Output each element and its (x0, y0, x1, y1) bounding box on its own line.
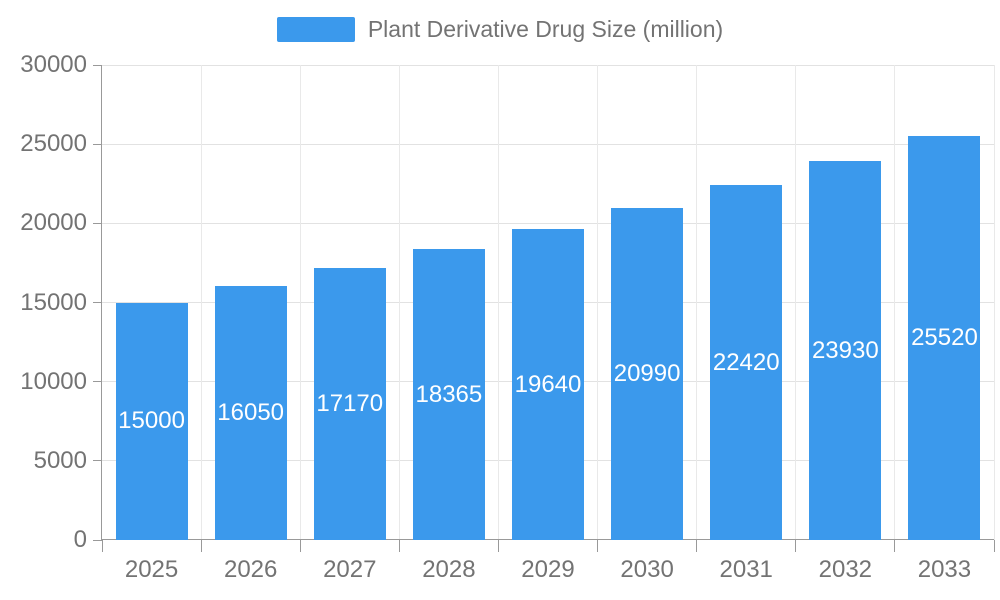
y-axis-label: 30000 (20, 51, 87, 78)
bar[interactable]: 17170 (313, 268, 386, 540)
x-axis-tick (993, 540, 995, 552)
bar[interactable]: 20990 (611, 207, 684, 540)
x-gridline (497, 65, 499, 540)
bar[interactable]: 19640 (512, 229, 584, 540)
y-axis-label: 10000 (20, 367, 87, 395)
y-axis-label: 0 (73, 526, 87, 553)
plot-area: 0 5000 10000 15000 20000 25000 30000 15000 2025 1… (20, 51, 995, 583)
x-gridline (200, 65, 202, 540)
bar-value-label: 20990 (613, 359, 681, 387)
x-axis-label: 2027 (323, 556, 377, 583)
bar-value-label: 15000 (118, 407, 185, 435)
y-axis-tick (93, 64, 102, 66)
y-axis-tick (93, 222, 102, 224)
x-axis-tick (299, 540, 301, 552)
x-axis-label: 2026 (223, 556, 278, 583)
y-axis-tick (93, 143, 102, 145)
y-axis-line (101, 65, 102, 540)
x-axis-tick (497, 540, 499, 552)
y-axis-tick (93, 539, 102, 541)
legend-swatch-icon (276, 17, 355, 42)
y-axis-label: 20000 (20, 209, 87, 237)
bar[interactable]: 25520 (908, 135, 981, 540)
x-axis-label: 2033 (917, 556, 972, 583)
y-gridline (102, 143, 994, 145)
x-gridline (894, 65, 896, 540)
bar[interactable]: 16050 (214, 285, 287, 540)
bar[interactable]: 15000 (115, 302, 188, 540)
x-axis-tick (200, 540, 202, 552)
x-gridline (993, 65, 995, 540)
x-axis-label: 2029 (521, 556, 575, 583)
x-axis-tick (597, 540, 599, 552)
x-gridline (696, 65, 698, 540)
legend-item[interactable]: Plant Derivative Drug Size (million) (0, 16, 1000, 43)
y-axis-tick (93, 460, 102, 462)
legend-label: Plant Derivative Drug Size (million) (367, 16, 724, 42)
x-axis-label: 2025 (124, 556, 179, 583)
x-gridline (299, 65, 301, 540)
x-axis-label: 2031 (719, 556, 773, 583)
x-gridline (398, 65, 400, 540)
bar-value-label: 16050 (217, 398, 285, 426)
y-axis-tick (93, 381, 102, 383)
x-axis-label: 2028 (422, 556, 476, 583)
bar[interactable]: 22420 (710, 185, 783, 540)
y-axis-tick (93, 302, 102, 303)
bar-value-label: 17170 (316, 390, 384, 418)
x-gridline (795, 65, 797, 540)
x-axis-tick (101, 540, 103, 552)
bar-value-label: 19640 (514, 370, 582, 398)
bar-value-label: 25520 (911, 323, 978, 351)
x-axis-tick (398, 540, 400, 552)
x-axis-label: 2030 (620, 556, 674, 583)
x-axis-label: 2032 (818, 556, 873, 583)
x-gridline (597, 65, 599, 540)
bar-value-label: 18365 (415, 380, 483, 408)
x-axis-tick (795, 540, 797, 552)
y-axis-label: 15000 (20, 288, 87, 316)
bar[interactable]: 23930 (809, 161, 882, 540)
y-gridline (102, 222, 994, 224)
y-axis-label: 25000 (20, 130, 87, 158)
bar[interactable]: 18365 (412, 249, 485, 540)
bar-value-label: 22420 (712, 348, 780, 376)
x-axis-tick (696, 540, 698, 552)
x-axis-tick (894, 540, 896, 552)
y-axis-label: 5000 (33, 446, 87, 474)
y-gridline (102, 64, 994, 66)
bar-value-label: 23930 (811, 336, 879, 364)
